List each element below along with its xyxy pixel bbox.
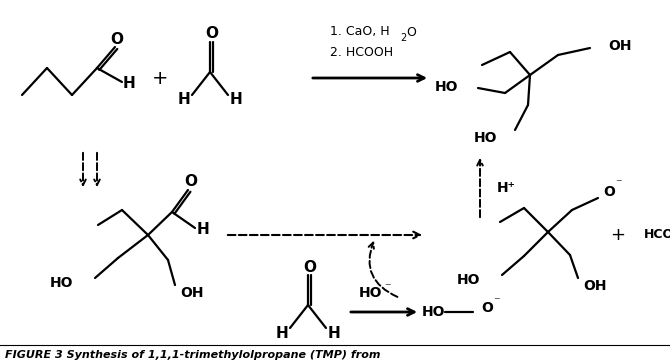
Text: O: O — [406, 25, 416, 39]
Text: H⁺: H⁺ — [497, 181, 516, 195]
Text: HO: HO — [456, 273, 480, 287]
Text: ⁻: ⁻ — [493, 296, 500, 309]
Text: HO: HO — [421, 305, 445, 319]
Text: H: H — [196, 222, 209, 237]
Text: O: O — [111, 32, 123, 47]
Text: OH: OH — [608, 39, 632, 53]
Text: OH: OH — [583, 279, 606, 293]
Text: H: H — [178, 92, 190, 107]
Text: O: O — [481, 301, 493, 315]
Text: O: O — [603, 185, 615, 199]
Text: FIGURE 3 Synthesis of 1,1,1-trimethylolpropane (TMP) from: FIGURE 3 Synthesis of 1,1,1-trimethylolp… — [5, 350, 381, 360]
Text: ⁻: ⁻ — [384, 281, 391, 294]
Text: HO: HO — [358, 286, 382, 300]
Text: 1. CaO, H: 1. CaO, H — [330, 25, 390, 39]
Text: H: H — [275, 327, 288, 341]
Text: HCOOH: HCOOH — [644, 229, 670, 241]
Text: O: O — [206, 27, 218, 41]
Text: +: + — [610, 226, 626, 244]
Text: O: O — [184, 174, 198, 190]
Text: HO: HO — [50, 276, 73, 290]
Text: H: H — [328, 327, 340, 341]
Text: 2. HCOOH: 2. HCOOH — [330, 46, 393, 59]
Text: 2: 2 — [400, 33, 406, 43]
Text: OH: OH — [180, 286, 204, 300]
Text: HO: HO — [474, 131, 497, 145]
Text: ⁻: ⁻ — [615, 178, 622, 190]
Text: H: H — [123, 76, 135, 91]
Text: H: H — [230, 92, 243, 107]
Text: +: + — [151, 68, 168, 87]
Text: HO: HO — [435, 80, 458, 94]
Text: O: O — [304, 260, 316, 274]
